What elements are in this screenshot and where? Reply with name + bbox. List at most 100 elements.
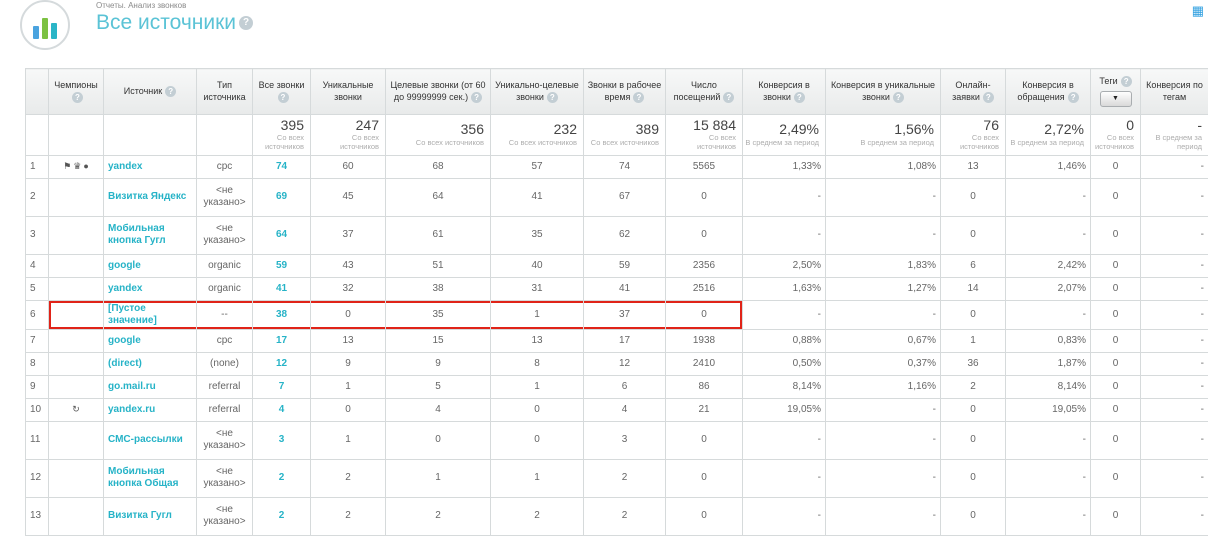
source-link[interactable]: go.mail.ru bbox=[108, 380, 156, 392]
source-link[interactable]: Визитка Гугл bbox=[108, 510, 172, 522]
cell-source: СМС-рассылки bbox=[103, 420, 197, 460]
cell-unique_target_calls: 2 bbox=[490, 496, 584, 536]
cell-unique_calls: 60 bbox=[310, 154, 386, 179]
page-title: Все источники bbox=[96, 11, 237, 34]
cell-unique_target_calls: 0 bbox=[490, 420, 584, 460]
cell-unique_calls: 45 bbox=[310, 177, 386, 217]
column-header-conv_calls[interactable]: Конверсия в звонки? bbox=[742, 68, 826, 115]
column-header-unique_target_calls[interactable]: Уникально-целевые звонки? bbox=[490, 68, 584, 115]
cell-work_hours_calls: 3 bbox=[583, 420, 666, 460]
title-help-icon[interactable]: ? bbox=[239, 16, 254, 30]
all-calls-link[interactable]: 12 bbox=[275, 357, 288, 369]
tags-filter-button[interactable]: ▼ bbox=[1099, 90, 1132, 107]
source-link[interactable]: google bbox=[108, 259, 141, 271]
cell-num: 13 bbox=[25, 496, 49, 536]
all-calls-link[interactable]: 4 bbox=[278, 403, 285, 415]
source-link[interactable]: Мобильная кнопка Гугл bbox=[108, 223, 166, 247]
all-calls-link[interactable]: 69 bbox=[275, 191, 288, 203]
column-header-champions[interactable]: Чемпионы? bbox=[48, 68, 104, 115]
cell-num: 8 bbox=[25, 351, 49, 376]
cell-conv_tags: - bbox=[1140, 328, 1208, 353]
cell-champions bbox=[48, 215, 104, 255]
help-icon[interactable]: ? bbox=[72, 91, 83, 103]
cell-conv_requests: - bbox=[1005, 458, 1091, 498]
cell-all_calls: 64 bbox=[252, 215, 311, 255]
cell-tags: 0 bbox=[1090, 276, 1141, 301]
cell-unique_target_calls: 13 bbox=[490, 328, 584, 353]
help-icon[interactable]: ? bbox=[1067, 91, 1079, 103]
help-icon[interactable]: ? bbox=[633, 91, 645, 103]
all-calls-link[interactable]: 38 bbox=[275, 308, 288, 320]
cell-champions bbox=[48, 351, 104, 376]
all-calls-link[interactable]: 41 bbox=[275, 282, 288, 294]
column-header-conv_requests[interactable]: Конверсия в обращения? bbox=[1005, 68, 1091, 115]
column-header-online_requests[interactable]: Онлайн-заявки? bbox=[940, 68, 1006, 115]
table-row: 5 yandex organic 41 32 38 31 41 2516 1,63% 1,27% 14… bbox=[25, 276, 1208, 301]
column-header-type[interactable]: Тип источника bbox=[196, 68, 253, 115]
all-calls-link[interactable]: 3 bbox=[278, 434, 285, 446]
all-calls-link[interactable]: 74 bbox=[275, 160, 288, 172]
column-header-tags[interactable]: Теги? ▼ bbox=[1090, 68, 1141, 115]
cell-conv_tags: - bbox=[1140, 276, 1208, 301]
source-link[interactable]: Визитка Яндекс bbox=[108, 191, 187, 203]
cell-all_calls: 17 bbox=[252, 328, 311, 353]
help-icon[interactable]: ? bbox=[546, 91, 558, 103]
cell-champions bbox=[48, 177, 104, 217]
summary-source bbox=[103, 114, 197, 156]
source-link[interactable]: Мобильная кнопка Общая bbox=[108, 466, 179, 490]
source-link[interactable]: google bbox=[108, 334, 141, 346]
cell-work_hours_calls: 41 bbox=[583, 276, 666, 301]
trophy-icon: ♛ bbox=[73, 160, 82, 171]
help-icon[interactable]: ? bbox=[793, 91, 805, 103]
cell-target_calls: 0 bbox=[385, 420, 491, 460]
help-icon[interactable]: ? bbox=[277, 91, 289, 103]
cell-work_hours_calls: 37 bbox=[583, 299, 666, 330]
refresh-icon[interactable]: ↻ bbox=[72, 403, 80, 414]
column-header-conv_unique[interactable]: Конверсия в уникальные звонки? bbox=[825, 68, 941, 115]
help-icon[interactable]: ? bbox=[892, 91, 904, 103]
source-link[interactable]: (direct) bbox=[108, 357, 142, 369]
help-icon[interactable]: ? bbox=[1120, 76, 1132, 88]
all-calls-link[interactable]: 2 bbox=[278, 472, 285, 484]
column-header-num[interactable] bbox=[25, 68, 49, 115]
cell-source: google bbox=[103, 328, 197, 353]
cell-target_calls: 15 bbox=[385, 328, 491, 353]
all-calls-link[interactable]: 17 bbox=[275, 334, 288, 346]
cell-visits: 2356 bbox=[665, 253, 743, 278]
column-header-conv_tags[interactable]: Конверсия по тегам bbox=[1140, 68, 1208, 115]
grid-icon[interactable]: ▦ bbox=[1191, 3, 1204, 18]
source-link[interactable]: [Пустое значение] bbox=[108, 302, 157, 326]
source-link[interactable]: yandex.ru bbox=[108, 403, 156, 415]
cell-type: -- bbox=[196, 299, 253, 330]
logo-bar-blue bbox=[33, 26, 39, 39]
help-icon[interactable]: ? bbox=[723, 91, 735, 103]
column-header-target_calls[interactable]: Целевые звонки (от 60 до 99999999 сек.)? bbox=[385, 68, 491, 115]
source-link[interactable]: yandex bbox=[108, 282, 143, 294]
all-calls-link[interactable]: 7 bbox=[278, 380, 285, 392]
cell-visits: 86 bbox=[665, 374, 743, 399]
cell-work_hours_calls: 67 bbox=[583, 177, 666, 217]
help-icon[interactable]: ? bbox=[165, 85, 177, 97]
cell-conv_calls: 8,14% bbox=[742, 374, 826, 399]
all-calls-link[interactable]: 59 bbox=[275, 259, 288, 271]
summary-conv_requests: 2,72% В среднем за период bbox=[1005, 114, 1091, 156]
column-header-unique_calls[interactable]: Уникальные звонки bbox=[310, 68, 386, 115]
column-header-visits[interactable]: Число посещений? bbox=[665, 68, 743, 115]
all-calls-link[interactable]: 2 bbox=[278, 510, 285, 522]
all-calls-link[interactable]: 64 bbox=[275, 229, 288, 241]
table-row: 2 Визитка Яндекс <не указано> 69 45 64 41 67 0- -… bbox=[25, 177, 1208, 217]
cell-target_calls: 35 bbox=[385, 299, 491, 330]
cell-tags: 0 bbox=[1090, 328, 1141, 353]
help-icon[interactable]: ? bbox=[471, 91, 483, 103]
column-header-work_hours_calls[interactable]: Звонки в рабочее время? bbox=[583, 68, 666, 115]
cell-unique_target_calls: 0 bbox=[490, 397, 584, 422]
column-header-all_calls[interactable]: Все звонки? bbox=[252, 68, 311, 115]
cell-online_requests: 0 bbox=[940, 458, 1006, 498]
cell-conv_tags: - bbox=[1140, 253, 1208, 278]
cell-num: 10 bbox=[25, 397, 49, 422]
summary-target_calls: 356 Со всех источников bbox=[385, 114, 491, 156]
column-header-source[interactable]: Источник? bbox=[103, 68, 197, 115]
source-link[interactable]: СМС-рассылки bbox=[108, 434, 183, 446]
help-icon[interactable]: ? bbox=[982, 91, 994, 103]
source-link[interactable]: yandex bbox=[108, 160, 143, 172]
